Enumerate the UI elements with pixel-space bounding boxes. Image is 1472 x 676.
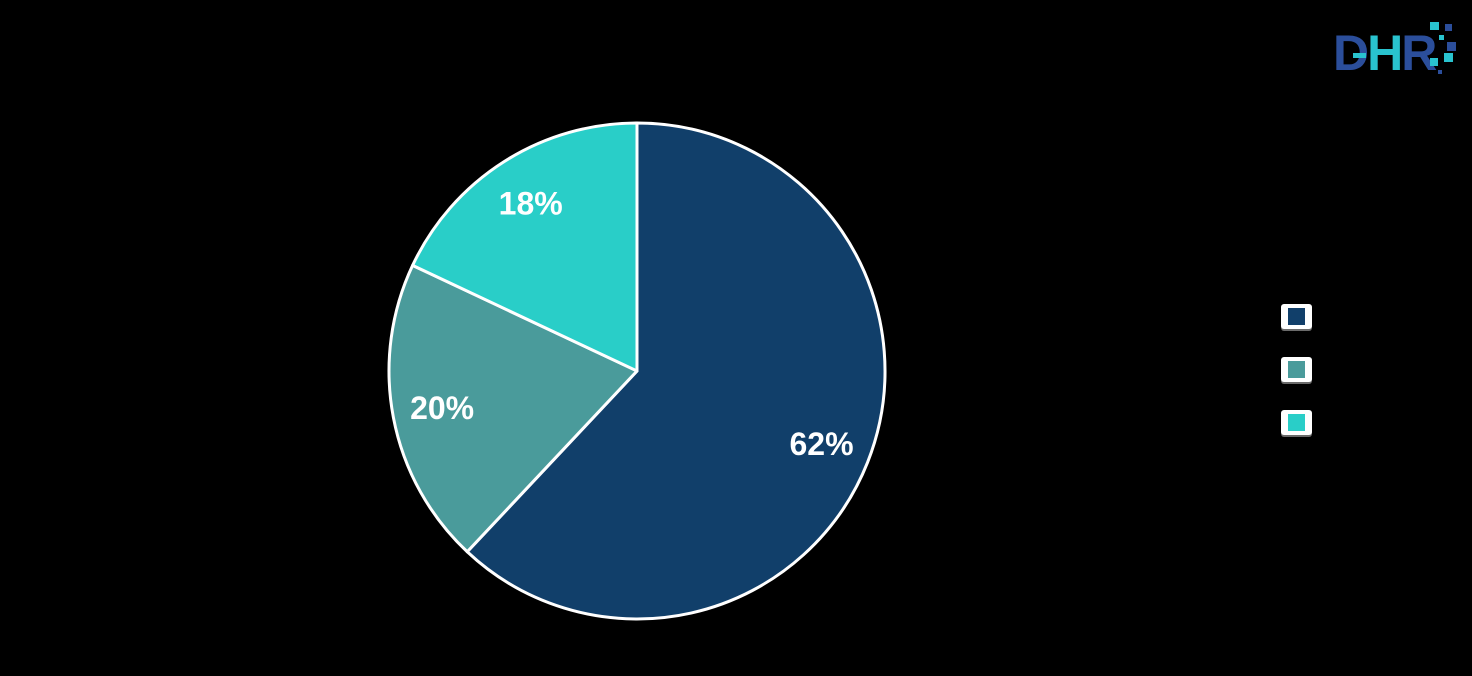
logo-pixel-dot (1430, 58, 1438, 66)
legend-swatch (1288, 414, 1305, 431)
legend-item (1281, 357, 1312, 382)
logo-pixel-dot (1445, 24, 1452, 31)
legend (1281, 304, 1312, 435)
pie-slice-20pct (387, 263, 639, 554)
logo-pixel-dot (1430, 22, 1439, 30)
legend-item (1281, 304, 1312, 329)
pie-slice-18pct (411, 121, 639, 373)
logo-pixel-dot (1439, 35, 1444, 40)
pie-slice-label: 62% (789, 426, 853, 462)
pie-slice-label: 20% (410, 390, 474, 426)
legend-swatch (1288, 308, 1305, 325)
brand-logo: DHR (1333, 20, 1471, 78)
pie-slice-label: 18% (499, 186, 563, 222)
logo-pixel-dot (1447, 42, 1456, 51)
logo-accent-dash (1353, 53, 1366, 58)
logo-pixel-dot (1438, 70, 1442, 74)
logo-letter-h: H (1367, 25, 1403, 81)
legend-item (1281, 410, 1312, 435)
logo-letter-r: R (1401, 25, 1437, 81)
logo-pixel-dot (1444, 53, 1453, 62)
legend-swatch (1288, 361, 1305, 378)
brand-logo-text: DHR (1333, 25, 1437, 81)
pie-slice-62pct (465, 121, 887, 621)
